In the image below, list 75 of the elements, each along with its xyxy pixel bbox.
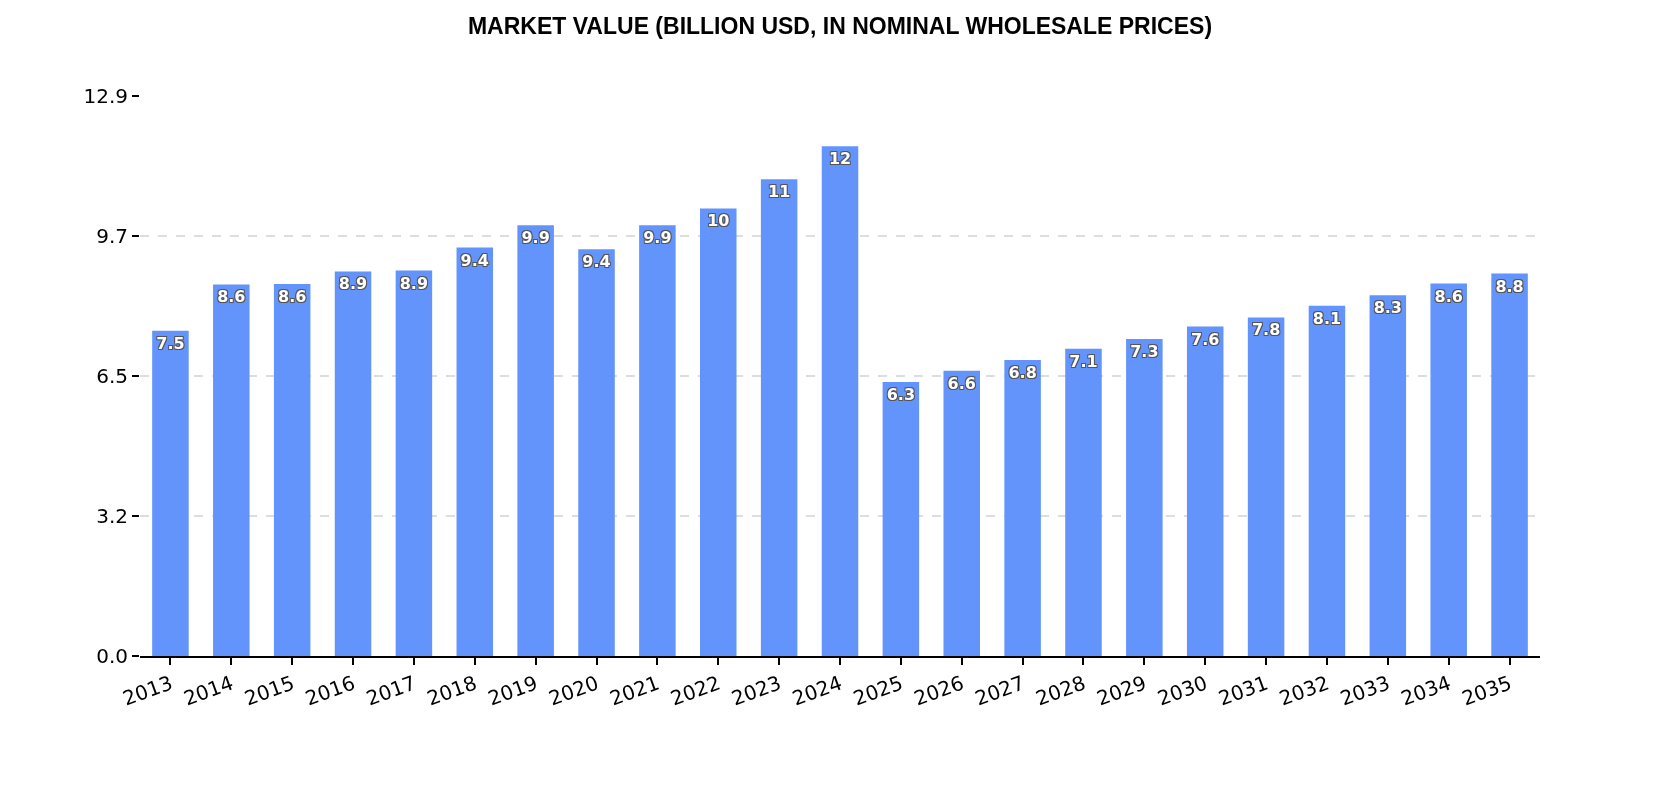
x-tick-label: 2023 <box>728 670 785 711</box>
bar <box>1430 283 1467 656</box>
bar <box>1186 326 1224 656</box>
data-label: 7.6 <box>1191 329 1220 349</box>
x-tick-label: 2032 <box>1276 670 1333 711</box>
data-label: 8.6 <box>1434 286 1463 306</box>
bar <box>517 225 554 656</box>
bar <box>213 284 250 656</box>
data-label: 8.6 <box>278 286 307 306</box>
bar <box>334 271 372 656</box>
bar <box>943 370 980 656</box>
x-tick-label: 2029 <box>1093 670 1150 711</box>
bar <box>1004 359 1041 656</box>
data-label: 8.9 <box>338 274 368 294</box>
bar <box>1126 339 1163 656</box>
chart-title: MARKET VALUE (BILLION USD, IN NOMINAL WHOLESALE PRICES) <box>467 13 1213 40</box>
x-tick-label: 2033 <box>1336 670 1393 711</box>
data-label: 9.4 <box>460 250 489 270</box>
bar <box>273 283 311 656</box>
x-tick-label: 2026 <box>910 670 967 711</box>
bar <box>456 247 494 656</box>
bar <box>578 249 615 656</box>
data-label: 9.4 <box>582 252 611 272</box>
bar <box>152 330 189 656</box>
x-tick-label: 2014 <box>180 670 237 711</box>
x-tick-label: 2018 <box>423 670 480 711</box>
x-tick-label: 2034 <box>1397 670 1454 711</box>
x-tick-label: 2020 <box>545 670 602 711</box>
y-tick-label: 12.9 <box>83 84 128 108</box>
x-tick-label: 2019 <box>484 670 541 711</box>
data-label: 7.5 <box>156 333 185 353</box>
data-label: 6.3 <box>886 385 916 405</box>
bar <box>821 146 859 656</box>
x-tick-label: 2025 <box>849 670 906 711</box>
y-tick-label: 3.2 <box>96 504 128 528</box>
bar <box>882 382 920 656</box>
data-label: 6.8 <box>1008 362 1037 382</box>
data-label: 9.9 <box>521 228 550 248</box>
y-tick-label: 9.7 <box>96 224 128 248</box>
y-tick-label: 6.5 <box>96 364 128 388</box>
data-label: 11 <box>768 182 791 202</box>
x-tick-label: 2024 <box>789 670 846 711</box>
bar <box>700 208 737 656</box>
x-tick-label: 2015 <box>241 670 298 711</box>
x-tick-label: 2022 <box>667 670 724 711</box>
data-label: 8.8 <box>1495 276 1524 296</box>
bar <box>1065 348 1102 656</box>
bar <box>760 179 798 656</box>
data-label: 6.6 <box>947 373 976 393</box>
data-label: 8.6 <box>217 287 246 307</box>
data-label: 7.3 <box>1130 342 1159 362</box>
bar <box>639 225 676 656</box>
bar <box>1491 273 1528 656</box>
bar <box>1308 305 1346 656</box>
data-label: 7.8 <box>1251 320 1281 340</box>
data-label: 8.3 <box>1373 298 1402 318</box>
x-tick-label: 2017 <box>363 670 420 711</box>
data-label: 8.9 <box>399 273 429 293</box>
x-tick-label: 2028 <box>1032 670 1089 711</box>
x-tick-label: 2030 <box>1154 670 1211 711</box>
x-tick-label: 2021 <box>606 670 663 711</box>
x-tick-label: 2027 <box>971 670 1028 711</box>
x-tick-label: 2016 <box>302 670 359 711</box>
data-label: 8.1 <box>1312 308 1342 328</box>
x-tick-label: 2031 <box>1215 670 1272 711</box>
bar <box>1247 317 1285 656</box>
y-tick-label: 0.0 <box>96 644 128 668</box>
x-tick-label: 2035 <box>1458 670 1515 711</box>
bar <box>395 270 433 656</box>
data-label: 10 <box>707 211 730 231</box>
data-label: 7.1 <box>1069 351 1098 371</box>
x-tick-label: 2013 <box>119 670 176 711</box>
data-label: 9.9 <box>643 228 672 248</box>
data-label: 12 <box>828 149 852 169</box>
bar <box>1369 295 1407 656</box>
